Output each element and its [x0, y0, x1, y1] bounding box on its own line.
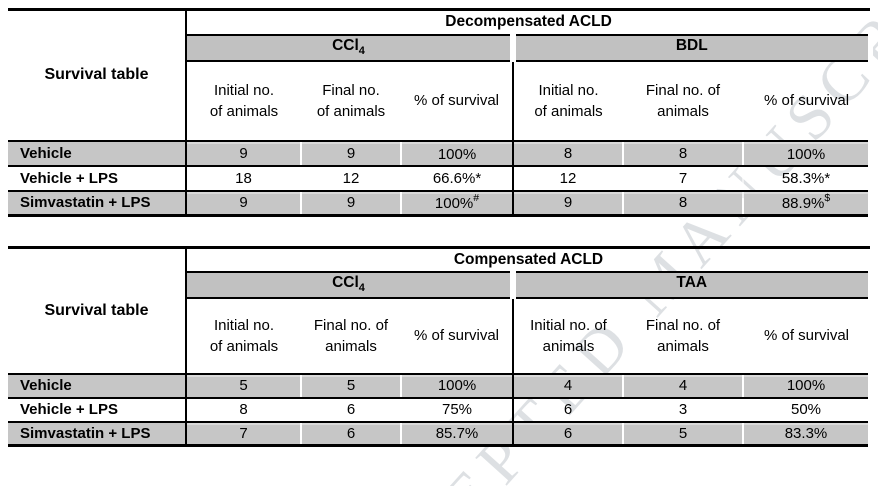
- table-row: Initial no. of animals Final no. of anim…: [8, 297, 870, 375]
- value-cell: 3: [622, 397, 743, 423]
- column-header: % of survival: [743, 297, 870, 375]
- subscript: 4: [358, 282, 365, 295]
- value-cell: 100%: [400, 373, 513, 399]
- value-cell: 8: [512, 140, 623, 167]
- value-cell: 9: [512, 190, 623, 216]
- value-cell: 9: [185, 140, 301, 167]
- group-header-taa: TAA: [510, 271, 873, 299]
- table-row: CCl4 TAA: [8, 271, 873, 299]
- value-cell: 5: [622, 421, 743, 446]
- table-compensated-acld: Survival table Compensated ACLD CCl4 TAA…: [8, 246, 873, 447]
- group-header-ccl4: CCl4: [185, 271, 513, 299]
- row-label: Vehicle + LPS: [8, 165, 186, 192]
- column-header: Initial no. of animals: [512, 60, 623, 142]
- value-cell: 9: [300, 190, 401, 216]
- column-header: Final no. of animals: [301, 297, 401, 375]
- table-row: Vehicle 9 9 100% 8 8 100%: [8, 140, 873, 167]
- row-label: Vehicle: [8, 373, 186, 399]
- row-label: Vehicle: [8, 140, 186, 167]
- value-cell: 5: [300, 373, 401, 399]
- value-cell: 8: [185, 397, 301, 423]
- value-cell: 18: [185, 165, 301, 192]
- value-cell: 100%: [741, 140, 873, 167]
- subscript: 4: [358, 45, 365, 58]
- tables-container: Survival table Decompensated ACLD CCl4 B…: [0, 8, 878, 447]
- value-cell: 12: [512, 165, 623, 192]
- value-cell: 100%: [742, 373, 872, 399]
- value-cell: 85.7%: [400, 421, 513, 446]
- row-label: Vehicle + LPS: [8, 397, 186, 423]
- value-cell: 9: [300, 140, 401, 167]
- value-cell: 7: [185, 421, 301, 446]
- value-cell: 7: [622, 165, 743, 192]
- table-row: Vehicle + LPS 8 6 75% 6 3 50%: [8, 397, 872, 423]
- row-label: Simvastatin + LPS: [8, 190, 186, 216]
- table-row: Vehicle 5 5 100% 4 4 100%: [8, 373, 872, 399]
- value-cell: 100%: [400, 140, 513, 167]
- table-title: Decompensated ACLD: [186, 9, 871, 36]
- column-header: Initial no. of animals: [512, 297, 623, 375]
- value-cell: 6: [300, 397, 401, 423]
- value-cell: 6: [512, 397, 623, 423]
- value-cell: 50%: [742, 397, 872, 423]
- column-header: Final no. of animals: [301, 60, 401, 142]
- value-cell: 66.6%*: [400, 165, 513, 192]
- value-cell: 4: [512, 373, 623, 399]
- table-row: Initial no. of animals Final no. of anim…: [8, 60, 871, 142]
- value-cell: 83.3%: [742, 421, 872, 446]
- value-cell: 6: [300, 421, 401, 446]
- value-cell: 100%#: [400, 190, 513, 216]
- value-cell: 6: [512, 421, 623, 446]
- column-header: % of survival: [401, 297, 513, 375]
- value-cell: 75%: [400, 397, 513, 423]
- column-header: % of survival: [743, 60, 871, 142]
- value-cell: 12: [300, 165, 401, 192]
- table-row: Simvastatin + LPS 9 9 100%# 9 8 88.9%$: [8, 190, 873, 216]
- table-row: CCl4 BDL: [8, 34, 873, 62]
- value-cell: 8: [622, 140, 743, 167]
- group-header-ccl4: CCl4: [185, 34, 513, 62]
- column-header: Final no. of animals: [623, 60, 743, 142]
- table-decompensated-acld: Survival table Decompensated ACLD CCl4 B…: [8, 8, 873, 217]
- column-header: Initial no. of animals: [185, 297, 301, 375]
- value-cell: 8: [622, 190, 743, 216]
- column-header: Final no. of animals: [623, 297, 743, 375]
- column-header: Initial no. of animals: [185, 60, 301, 142]
- value-cell: 9: [185, 190, 301, 216]
- table-row: Simvastatin + LPS 7 6 85.7% 6 5 83.3%: [8, 421, 872, 446]
- column-header: % of survival: [401, 60, 513, 142]
- table-row: Vehicle + LPS 18 12 66.6%* 12 7 58.3%*: [8, 165, 873, 192]
- corner-label: Survival table: [8, 9, 187, 142]
- table-row: Survival table Decompensated ACLD: [8, 9, 871, 142]
- row-label: Simvastatin + LPS: [8, 421, 186, 446]
- value-cell: 4: [622, 373, 743, 399]
- group-header-bdl: BDL: [509, 34, 873, 62]
- table-title: Compensated ACLD: [186, 247, 870, 273]
- value-cell: 88.9%$: [741, 190, 873, 216]
- value-cell: 5: [185, 373, 301, 399]
- value-cell: 58.3%*: [741, 165, 873, 192]
- corner-label: Survival table: [8, 247, 187, 375]
- table-row: Survival table Compensated ACLD: [8, 247, 870, 375]
